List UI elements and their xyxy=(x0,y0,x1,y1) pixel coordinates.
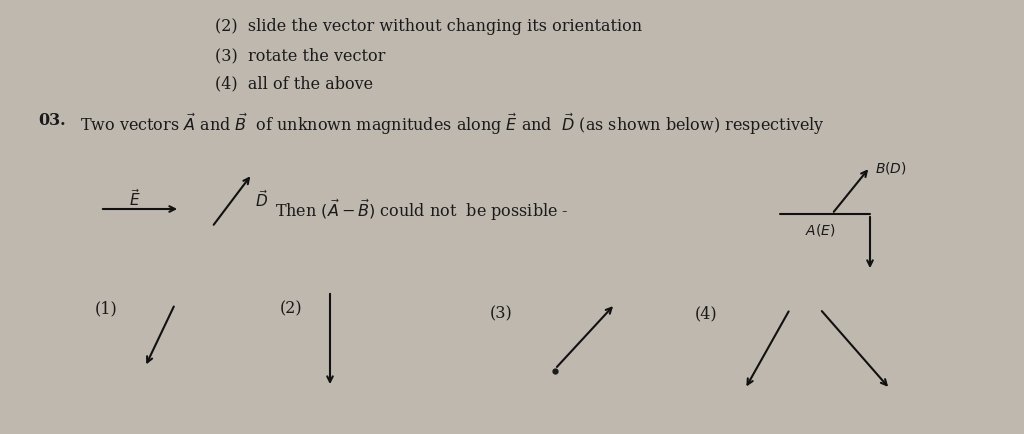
Text: $\vec{D}$: $\vec{D}$ xyxy=(255,189,268,210)
Text: Then $(\vec{A} - \vec{B})$ could not  be possible -: Then $(\vec{A} - \vec{B})$ could not be … xyxy=(275,197,568,222)
Text: (2): (2) xyxy=(280,299,303,316)
Text: (4)  all of the above: (4) all of the above xyxy=(215,75,373,92)
Text: $\vec{E}$: $\vec{E}$ xyxy=(129,187,141,208)
Text: (2)  slide the vector without changing its orientation: (2) slide the vector without changing it… xyxy=(215,18,642,35)
Text: Two vectors $\vec{A}$ and $\vec{B}$  of unknown magnitudes along $\vec{E}$ and  : Two vectors $\vec{A}$ and $\vec{B}$ of u… xyxy=(80,112,824,137)
Text: (4): (4) xyxy=(695,304,718,321)
Text: (3): (3) xyxy=(490,304,513,321)
Text: 03.: 03. xyxy=(38,112,66,129)
Text: $A(E)$: $A(E)$ xyxy=(805,221,836,237)
Text: $B(D)$: $B(D)$ xyxy=(874,160,907,176)
Text: (1): (1) xyxy=(95,299,118,316)
Text: (3)  rotate the vector: (3) rotate the vector xyxy=(215,47,385,64)
